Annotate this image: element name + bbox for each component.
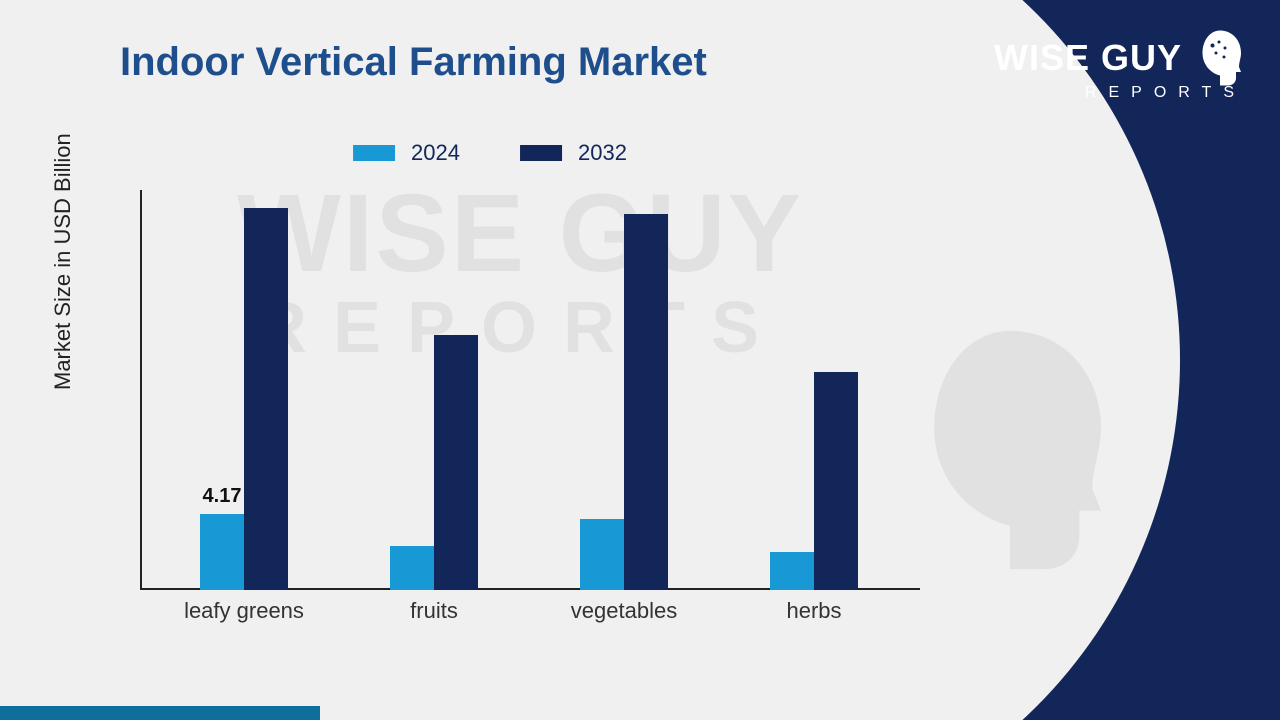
accent-bar (0, 706, 320, 720)
legend-swatch (520, 145, 562, 161)
bar (200, 514, 244, 590)
legend-label: 2024 (411, 140, 460, 166)
brand-logo: WISE GUY REPORTS (994, 28, 1250, 102)
y-axis-label: Market Size in USD Billion (50, 133, 76, 390)
legend-item: 2032 (520, 140, 627, 166)
legend: 2024 2032 (353, 140, 627, 166)
bar-group: leafy greens (200, 208, 288, 590)
bar (244, 208, 288, 590)
category-label: herbs (734, 598, 894, 623)
value-label: 4.17 (203, 485, 242, 508)
brand-sub: REPORTS (994, 84, 1246, 102)
category-label: leafy greens (164, 598, 324, 623)
chart: 20242032 Market Size in USD Billion leaf… (60, 140, 920, 660)
category-label: fruits (354, 598, 514, 623)
y-axis (140, 190, 142, 590)
bar-group: fruits (390, 335, 478, 590)
bar (390, 546, 434, 590)
brand-main: WISE GUY (994, 37, 1182, 79)
bar (814, 372, 858, 590)
bar (434, 335, 478, 590)
bar (580, 519, 624, 590)
bar-group: vegetables (580, 214, 668, 590)
legend-swatch (353, 145, 395, 161)
legend-item: 2024 (353, 140, 460, 166)
legend-label: 2032 (578, 140, 627, 166)
bar (770, 552, 814, 590)
bar (624, 214, 668, 590)
plot-area: leafy greens fruits vegetables herbs 4.17 (140, 190, 920, 590)
bar-group: herbs (770, 372, 858, 590)
chart-title: Indoor Vertical Farming Market (120, 40, 707, 85)
stage: WISE GUY REPORTS Indoor Vertical Farming… (0, 0, 1280, 720)
brand-head-icon (1190, 28, 1250, 88)
category-label: vegetables (544, 598, 704, 623)
